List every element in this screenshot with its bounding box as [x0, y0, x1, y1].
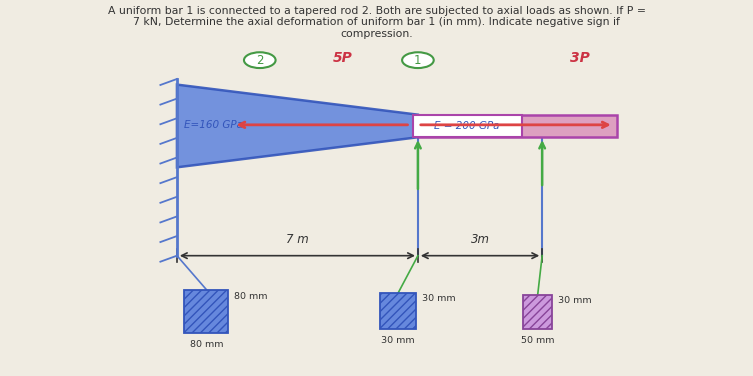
Text: 3m: 3m: [471, 233, 490, 246]
Text: 30 mm: 30 mm: [558, 296, 592, 305]
Circle shape: [402, 52, 434, 68]
Text: 5P: 5P: [333, 51, 352, 65]
Text: A uniform bar 1 is connected to a tapered rod 2. Both are subjected to axial loa: A uniform bar 1 is connected to a tapere…: [108, 6, 645, 39]
Polygon shape: [418, 115, 617, 137]
Text: 2: 2: [256, 54, 264, 67]
Text: 50 mm: 50 mm: [521, 336, 554, 345]
Bar: [184, 290, 228, 333]
Polygon shape: [177, 85, 418, 167]
Text: 1: 1: [414, 54, 422, 67]
Text: 30 mm: 30 mm: [381, 336, 415, 345]
Text: 3P: 3P: [570, 51, 590, 65]
Text: E = 200 GPa: E = 200 GPa: [434, 121, 499, 131]
Bar: [523, 295, 552, 329]
Text: 80 mm: 80 mm: [190, 340, 223, 349]
Circle shape: [244, 52, 276, 68]
Text: 30 mm: 30 mm: [422, 294, 456, 303]
Bar: [413, 115, 522, 137]
Text: 80 mm: 80 mm: [234, 291, 267, 300]
Bar: [380, 293, 416, 329]
Text: 7 m: 7 m: [286, 233, 309, 246]
Text: E=160 GPa: E=160 GPa: [184, 120, 243, 130]
